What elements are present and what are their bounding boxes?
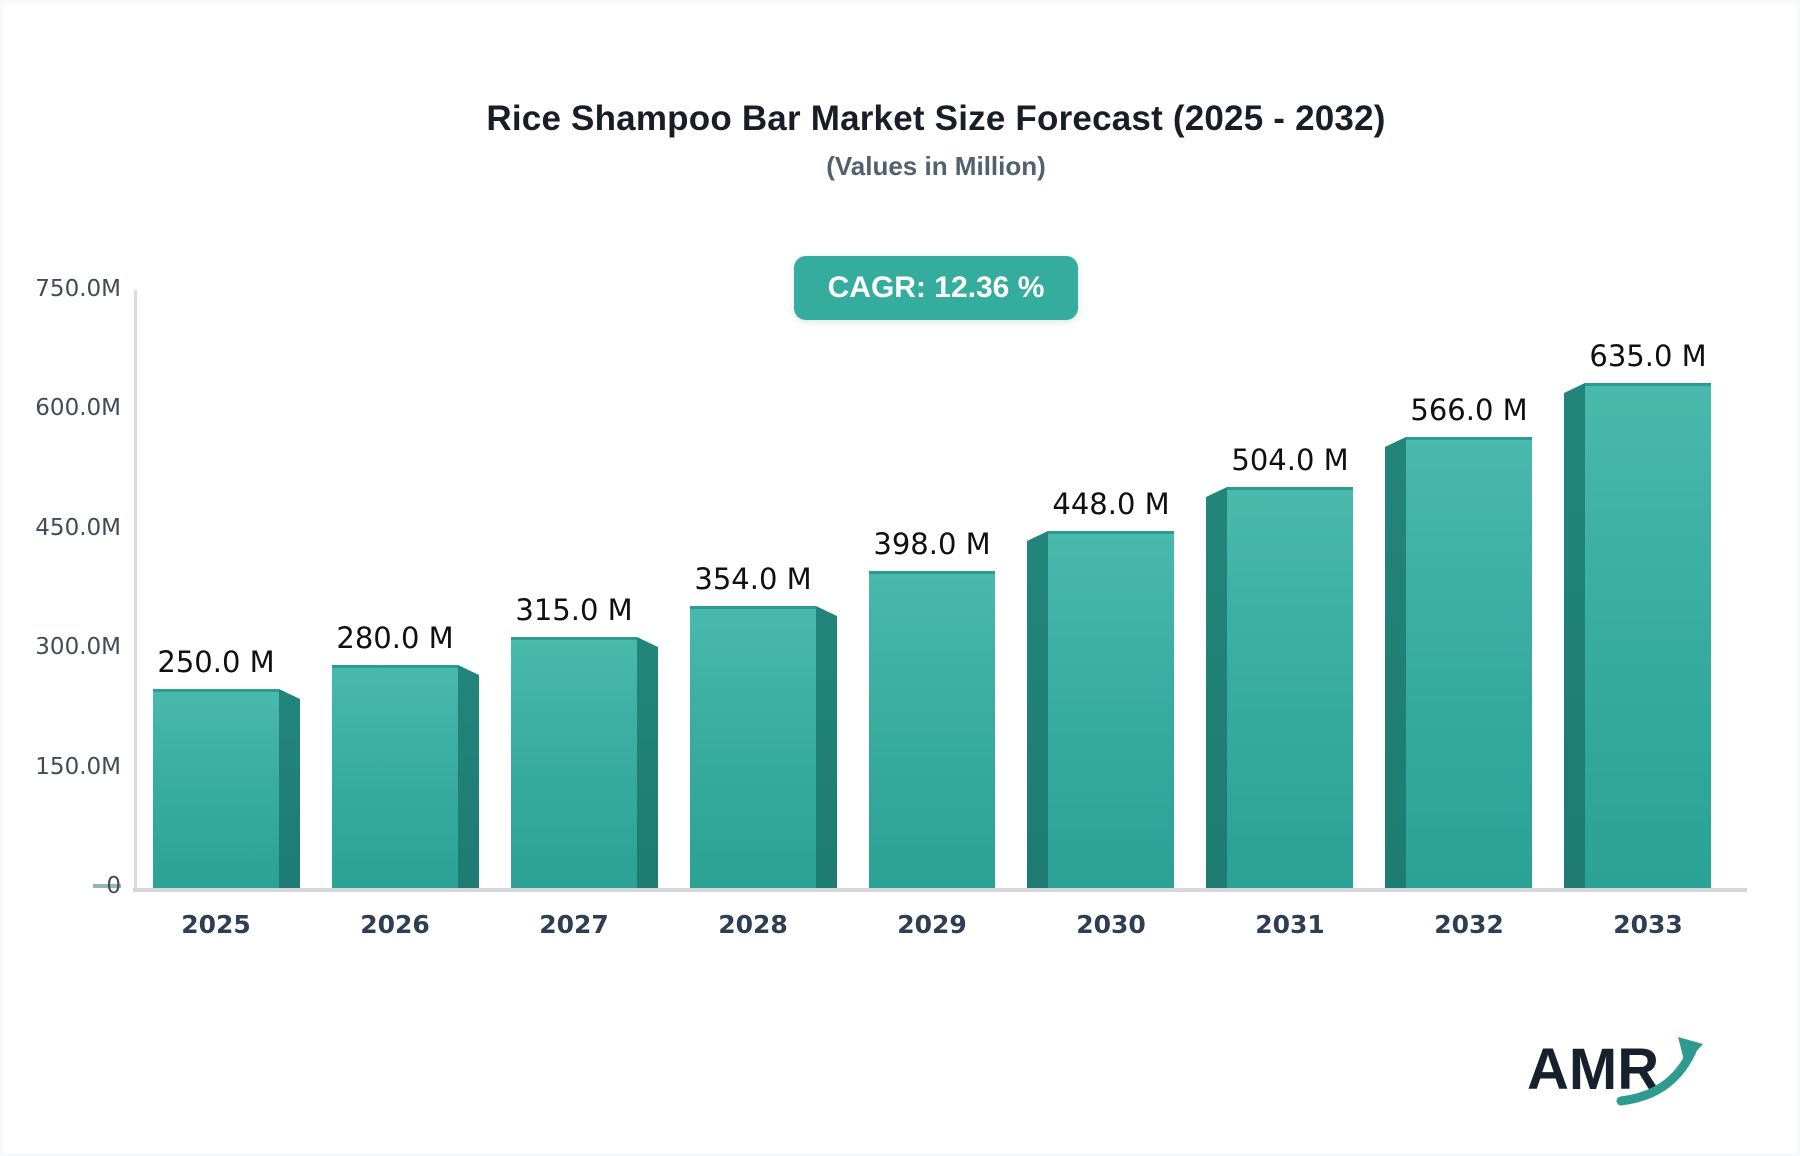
y-tick-label-750.0M: 750.0M [35,276,121,302]
x-tick-label-2029: 2029 [897,910,967,939]
x-tick-label-2030: 2030 [1076,910,1146,939]
bar-side-shade-2028 [816,606,837,888]
plot-area: 750.0M 600.0M 450.0M 300.0M 150.0M 0 250.0 M 2… [3,3,1797,1153]
bar-side-shade-2025 [279,689,300,888]
amr-logo: AMR [1525,1031,1720,1111]
x-tick-label-2027: 2027 [539,910,609,939]
bar-2025 [153,689,279,888]
x-tick-label-2026: 2026 [360,910,430,939]
y-tick-label-300.0M: 300.0M [35,634,121,661]
bar-2029 [869,571,995,888]
bar-value-label-2032: 566.0 M [1410,393,1528,427]
bar-value-label-2030: 448.0 M [1052,487,1170,521]
bar-side-shade-2033 [1564,383,1585,888]
bar-value-label-2025: 250.0 M [157,645,275,679]
y-tick-label-600.0M: 600.0M [35,395,121,422]
bar-value-label-2031: 504.0 M [1231,443,1349,477]
y-tick-label-150.0M: 150.0M [35,753,121,780]
bar-side-shade-2032 [1385,437,1406,888]
bar-value-label-2033: 635.0 M [1589,339,1707,373]
bar-value-label-2027: 315.0 M [515,593,633,627]
bar-side-shade-2030 [1027,531,1048,888]
zero-tick-mark [93,884,121,888]
bar-2033 [1585,383,1711,888]
bar-2030 [1048,531,1174,888]
bar-side-shade-2026 [458,665,479,888]
x-tick-label-2032: 2032 [1434,910,1504,939]
x-tick-label-2031: 2031 [1255,910,1325,939]
bar-side-shade-2031 [1206,487,1227,888]
x-tick-label-2033: 2033 [1613,910,1683,939]
amr-logo-text: AMR [1527,1037,1659,1102]
bar-2026 [332,665,458,888]
bar-2032 [1406,437,1532,888]
bar-2031 [1227,487,1353,888]
x-tick-label-2025: 2025 [181,910,251,939]
bar-2027 [511,637,637,888]
y-tick-label-0: 0 [106,873,121,899]
x-tick-label-2028: 2028 [718,910,788,939]
bar-value-label-2028: 354.0 M [694,562,812,596]
x-axis-line [133,888,1747,892]
y-axis-line [134,290,137,890]
y-tick-label-450.0M: 450.0M [35,514,121,541]
bar-value-label-2026: 280.0 M [336,621,454,655]
bar-side-shade-2027 [637,637,658,888]
bar-2028 [690,606,816,888]
bar-value-label-2029: 398.0 M [873,527,991,561]
growth-arrow-icon [1616,1037,1703,1106]
